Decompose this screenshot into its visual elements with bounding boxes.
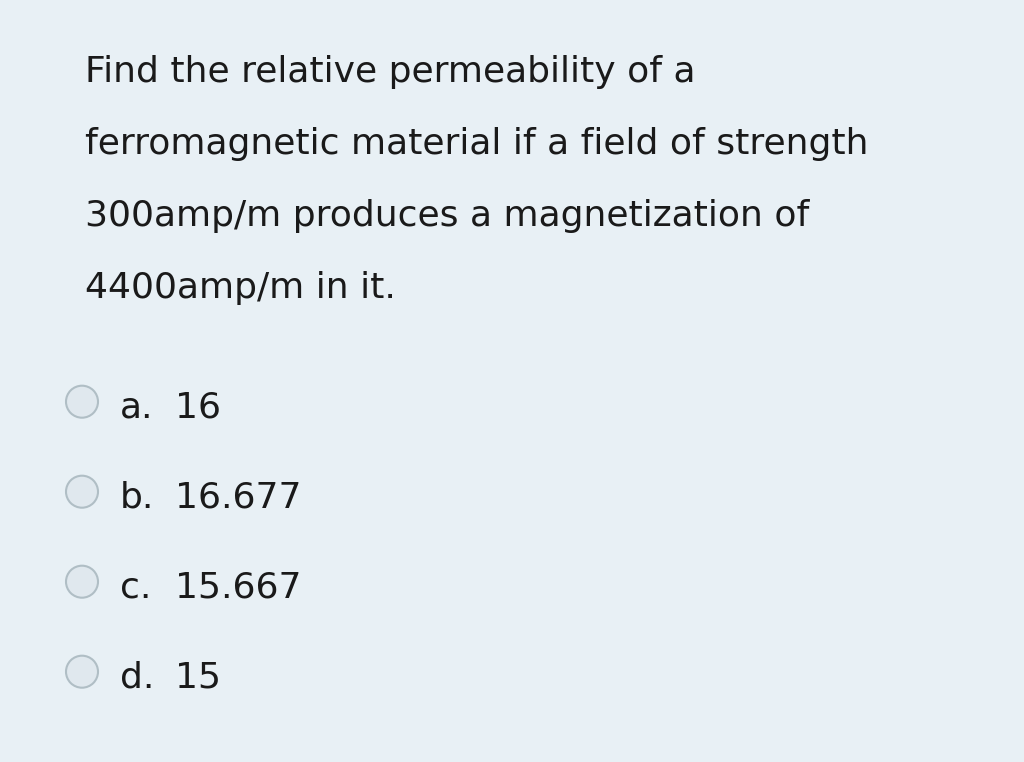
Text: ferromagnetic material if a field of strength: ferromagnetic material if a field of str…: [85, 127, 868, 161]
Circle shape: [66, 655, 98, 687]
Text: Find the relative permeability of a: Find the relative permeability of a: [85, 55, 695, 89]
Circle shape: [66, 475, 98, 507]
Text: 300amp/m produces a magnetization of: 300amp/m produces a magnetization of: [85, 199, 809, 233]
Text: 16.677: 16.677: [175, 480, 301, 514]
Text: 16: 16: [175, 390, 221, 424]
Text: 15.667: 15.667: [175, 570, 301, 604]
Circle shape: [66, 386, 98, 418]
Text: 15: 15: [175, 660, 221, 694]
Text: 4400amp/m in it.: 4400amp/m in it.: [85, 271, 396, 305]
Text: d.: d.: [120, 660, 155, 694]
Circle shape: [66, 565, 98, 597]
Text: c.: c.: [120, 570, 152, 604]
Text: a.: a.: [120, 390, 154, 424]
Text: b.: b.: [120, 480, 155, 514]
